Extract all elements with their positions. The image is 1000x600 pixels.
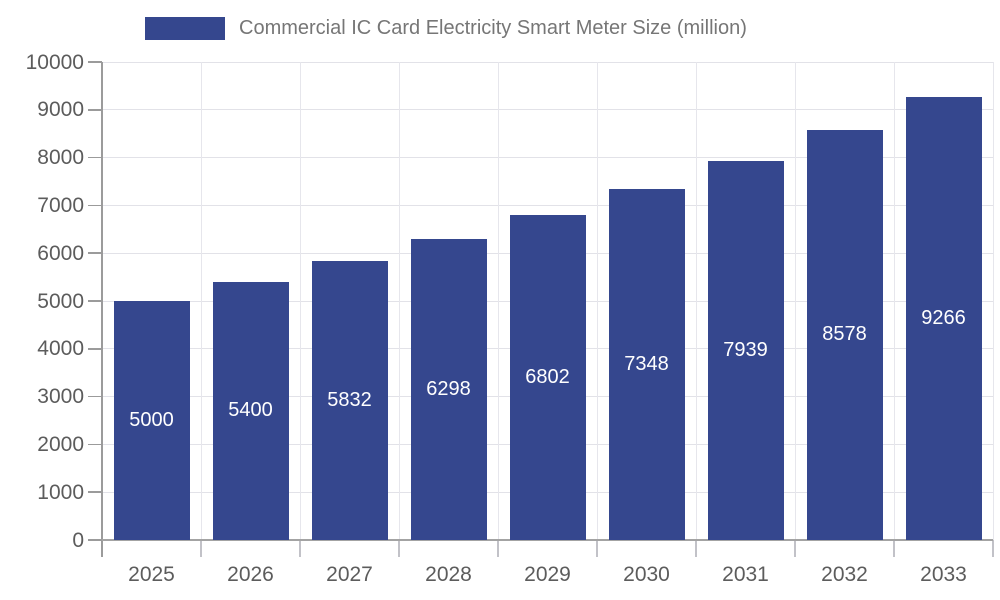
x-axis-tick-label: 2033 (920, 563, 967, 586)
bar-value-label: 7939 (723, 338, 768, 361)
x-axis-tick-label: 2025 (128, 563, 175, 586)
y-axis-tick-label: 4000 (37, 337, 84, 361)
x-axis-tick (299, 540, 301, 557)
x-axis-tick (794, 540, 796, 557)
x-axis-tick (497, 540, 499, 557)
x-axis-tick (596, 540, 598, 557)
bar-value-label: 5400 (228, 399, 273, 422)
bar[interactable]: 5400 (212, 281, 289, 540)
bar-value-label: 6802 (525, 365, 570, 388)
gridline-v (299, 62, 301, 540)
y-axis-tick (88, 61, 102, 63)
bar[interactable]: 7939 (707, 160, 784, 540)
bar-value-label: 6298 (426, 377, 471, 400)
x-axis-tick (398, 540, 400, 557)
gridline-v (398, 62, 400, 540)
y-axis-tick-label: 8000 (37, 146, 84, 170)
gridline-h (102, 157, 993, 159)
x-axis-tick-label: 2029 (524, 563, 571, 586)
bar[interactable]: 8578 (806, 129, 883, 540)
y-axis-tick-label: 6000 (37, 241, 84, 265)
bar[interactable]: 5832 (311, 261, 388, 540)
x-axis-tick (695, 540, 697, 557)
y-axis-tick-label: 7000 (37, 193, 84, 217)
bar[interactable]: 5000 (113, 301, 190, 540)
y-axis-tick (88, 348, 102, 350)
gridline-h (102, 61, 993, 63)
gridline-v (497, 62, 499, 540)
y-axis-tick-label: 3000 (37, 385, 84, 409)
gridline-v (794, 62, 796, 540)
y-axis-tick-label: 1000 (37, 480, 84, 504)
x-axis-tick-label: 2030 (623, 563, 670, 586)
gridline-v (992, 62, 994, 540)
y-axis-tick-label: 0 (72, 528, 84, 552)
x-axis-tick (200, 540, 202, 557)
y-axis-tick (88, 443, 102, 446)
y-axis-tick (88, 395, 102, 398)
bar[interactable]: 6298 (410, 238, 487, 540)
legend-label: Commercial IC Card Electricity Smart Met… (239, 17, 747, 39)
x-axis-tick (893, 540, 895, 557)
x-axis-line (102, 539, 993, 541)
y-axis-tick (88, 252, 102, 254)
x-axis-tick-label: 2026 (227, 563, 274, 586)
y-axis-line (101, 62, 103, 557)
bar-value-label: 8578 (822, 323, 867, 346)
x-axis-tick-label: 2027 (326, 563, 373, 586)
bar-value-label: 9266 (921, 307, 966, 330)
bar-value-label: 5832 (327, 389, 372, 412)
x-axis-tick-label: 2032 (821, 563, 868, 586)
gridline-v (200, 62, 202, 540)
bar-value-label: 5000 (129, 409, 174, 431)
bar[interactable]: 6802 (509, 214, 586, 540)
x-axis-tick (992, 540, 994, 557)
y-axis-tick (88, 300, 102, 302)
y-axis-tick (88, 539, 102, 541)
y-axis-tick-label: 9000 (37, 98, 84, 122)
bar-value-label: 7348 (624, 352, 669, 375)
gridline-h (102, 109, 993, 111)
y-axis-tick-label: 10000 (25, 50, 84, 74)
bar[interactable]: 7348 (608, 188, 685, 540)
y-axis-tick (88, 156, 102, 159)
gridline-h (102, 204, 993, 206)
x-axis-tick-label: 2028 (425, 563, 472, 586)
legend-item[interactable]: Commercial IC Card Electricity Smart Met… (145, 17, 747, 40)
x-axis-tick-label: 2031 (722, 563, 769, 586)
legend-swatch (145, 17, 225, 40)
y-axis-tick (88, 109, 102, 111)
gridline-v (695, 62, 697, 540)
y-axis-tick-label: 5000 (37, 289, 84, 313)
gridline-v (893, 62, 895, 540)
gridline-v (596, 62, 598, 540)
y-axis-tick-label: 2000 (37, 432, 84, 456)
y-axis-tick (88, 204, 102, 207)
y-axis-tick (88, 491, 102, 493)
bar[interactable]: 9266 (905, 97, 982, 540)
